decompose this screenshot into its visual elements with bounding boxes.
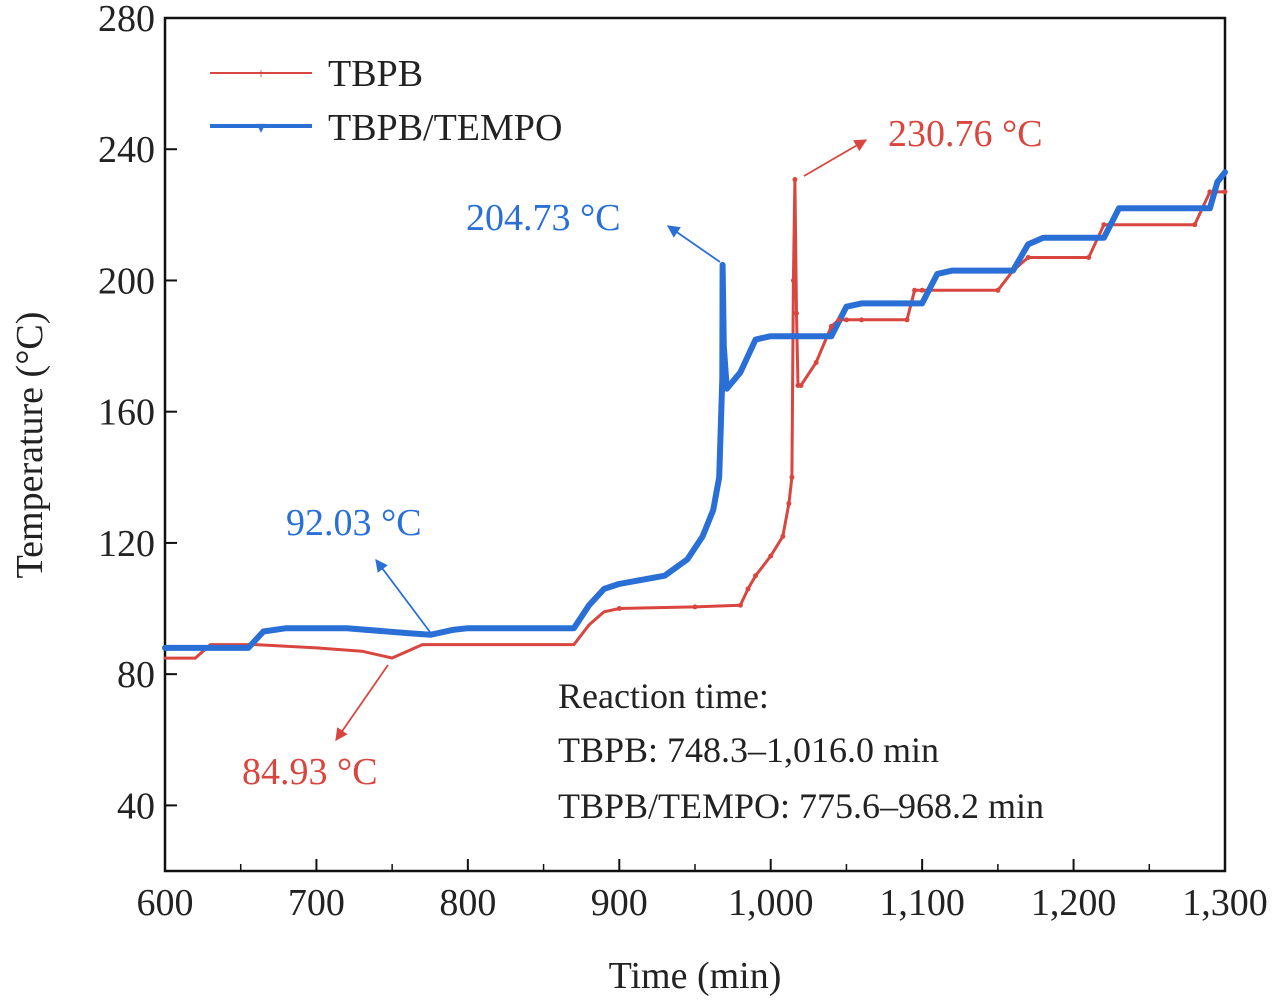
spike-point-marker <box>737 602 743 608</box>
legend-label-tbpb-tempo: TBPB/TEMPO <box>328 107 562 149</box>
spike-point-marker <box>753 573 759 579</box>
y-tick-label: 200 <box>98 260 155 302</box>
x-tick-label: 1,200 <box>1031 882 1117 924</box>
annotation-204-73: 204.73 °C <box>466 197 621 239</box>
legend-marker-tbpb: + <box>256 66 265 83</box>
spike-point-marker <box>1222 189 1228 195</box>
spike-point-marker <box>780 533 786 539</box>
series-line-tbpb-tempo <box>162 169 1228 651</box>
spike-point-marker <box>949 268 955 274</box>
series-layer <box>162 169 1228 660</box>
x-tick-label: 600 <box>137 882 194 924</box>
y-tick-label: 280 <box>98 0 155 40</box>
annotation-arrows <box>335 139 868 742</box>
annotation-92-03: 92.03 °C <box>286 502 422 544</box>
spike-point-marker <box>719 376 725 382</box>
spike-point-marker <box>934 271 940 277</box>
y-tick-label: 160 <box>98 392 155 434</box>
spike-point-marker <box>720 262 726 268</box>
spike-point-marker <box>1086 254 1092 260</box>
arrow-230-76 <box>803 139 868 177</box>
spike-point-marker <box>783 333 789 339</box>
spike-point-marker <box>843 317 849 323</box>
spike-point-marker <box>1101 222 1107 228</box>
spike-point-marker <box>745 586 751 592</box>
x-axis-ticks: 600 700 800 900 1,000 1,100 1,200 1,300 <box>137 859 1268 924</box>
spike-point-marker <box>716 474 722 480</box>
spike-point-marker <box>793 310 799 316</box>
note-line-tbpb-tempo: TBPB/TEMPO: 775.6–968.2 min <box>558 786 1044 826</box>
note-line-tbpb: TBPB: 748.3–1,016.0 min <box>558 730 939 770</box>
spike-point-marker <box>792 177 798 183</box>
x-tick-label: 1,100 <box>879 882 965 924</box>
spike-point-marker <box>768 553 774 559</box>
annotation-230-76: 230.76 °C <box>888 113 1043 155</box>
annotation-84-93: 84.93 °C <box>242 751 378 793</box>
spike-point-marker <box>1010 268 1016 274</box>
x-tick-label: 1,300 <box>1182 882 1268 924</box>
spike-point-marker <box>813 359 819 365</box>
spike-point-marker <box>724 386 730 392</box>
y-axis-ticks: 40 80 120 160 200 240 280 <box>98 0 177 827</box>
arrow-84-93 <box>335 664 389 742</box>
x-axis-title: Time (min) <box>609 955 782 997</box>
y-tick-label: 120 <box>98 523 155 565</box>
spike-point-marker <box>859 317 865 323</box>
spike-point-marker <box>616 606 622 612</box>
spike-point-marker <box>859 300 865 306</box>
y-tick-label: 80 <box>117 654 155 696</box>
arrow-204-73 <box>666 225 721 263</box>
spike-point-marker <box>789 474 795 480</box>
spike-point-marker <box>843 304 849 310</box>
spike-point-marker <box>1207 189 1213 195</box>
spike-point-marker <box>737 369 743 375</box>
x-tick-label: 900 <box>591 882 648 924</box>
spike-point-marker <box>753 337 759 343</box>
spike-point-marker <box>836 317 842 323</box>
spike-point-marker <box>828 333 834 339</box>
spike-point-marker <box>786 501 792 507</box>
y-tick-label: 240 <box>98 129 155 171</box>
spike-point-marker <box>828 323 834 329</box>
spike-point-marker <box>912 287 918 293</box>
spike-point-marker <box>1192 222 1198 228</box>
spike-point-marker <box>798 382 804 388</box>
spike-point-marker <box>768 333 774 339</box>
spike-point-marker <box>995 287 1001 293</box>
arrow-92-03 <box>375 558 431 633</box>
y-axis-title: Temperature (°C) <box>9 312 51 579</box>
legend-marker-tbpb-tempo: ▾ <box>256 117 265 137</box>
reaction-time-note: Reaction time: TBPB: 748.3–1,016.0 min T… <box>558 676 1044 826</box>
x-tick-label: 1,000 <box>728 882 814 924</box>
x-tick-label: 700 <box>288 882 345 924</box>
spike-point-marker <box>919 300 925 306</box>
spike-point-marker <box>904 317 910 323</box>
legend: + TBPB ▾ TBPB/TEMPO <box>210 53 562 149</box>
spike-point-marker <box>790 277 796 283</box>
x-tick-label: 800 <box>439 882 496 924</box>
spike-point-marker <box>919 287 925 293</box>
series-line-tbpb <box>163 178 1227 660</box>
spike-point-marker <box>710 507 716 513</box>
spike-point-marker <box>1025 254 1031 260</box>
legend-label-tbpb: TBPB <box>328 53 423 95</box>
spike-point-marker <box>692 604 698 610</box>
note-title: Reaction time: <box>558 676 769 716</box>
y-tick-label: 40 <box>117 785 155 827</box>
spike-point-marker <box>721 343 727 349</box>
